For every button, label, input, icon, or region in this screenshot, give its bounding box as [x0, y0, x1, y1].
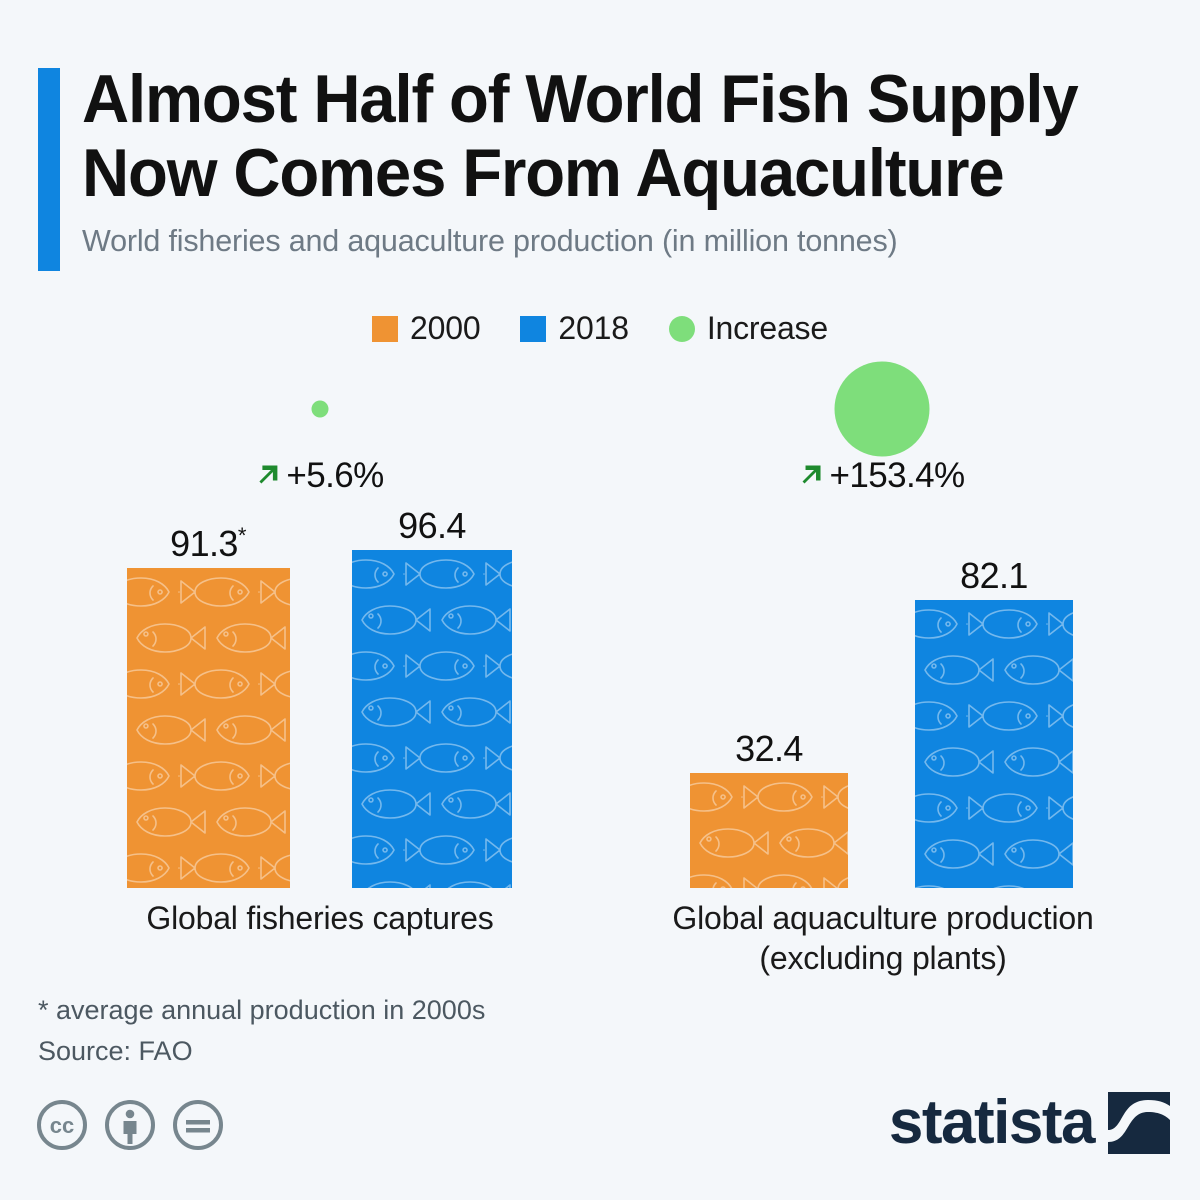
- svg-text:cc: cc: [50, 1113, 74, 1138]
- bar-value-2018-aquaculture: 82.1: [960, 555, 1028, 597]
- cc-attribution-icon[interactable]: [103, 1098, 157, 1152]
- legend-label-2000: 2000: [410, 310, 481, 346]
- fish-pattern-orange: [127, 568, 290, 888]
- bar-value-2000-aquaculture-number: 32.4: [735, 728, 803, 769]
- cc-icon[interactable]: cc: [35, 1098, 89, 1152]
- footnote-text: * average annual production in 2000s: [38, 995, 486, 1025]
- legend-circle-green-icon: [668, 315, 695, 342]
- fish-pattern-blue: [915, 600, 1073, 888]
- bar-value-2018-aquaculture-number: 82.1: [960, 555, 1028, 596]
- bar-value-2000-fisheries-number: 91.3: [170, 523, 238, 564]
- chart-legend: 2000 2018 Increase: [0, 310, 1200, 347]
- increase-bubble-aquaculture: [834, 361, 930, 457]
- bar-2018-fisheries[interactable]: [352, 550, 512, 888]
- statista-logo[interactable]: statista: [889, 1092, 1170, 1154]
- category-label-aquaculture: Global aquaculture production (excluding…: [672, 900, 1094, 976]
- bar-value-2018-fisheries: 96.4: [398, 505, 466, 547]
- legend-item-2000[interactable]: 2000: [372, 310, 481, 347]
- bar-value-2000-fisheries: 91.3*: [170, 523, 246, 565]
- increase-text-aquaculture: +153.4%: [829, 456, 966, 495]
- footer-notes: * average annual production in 2000s Sou…: [38, 990, 485, 1072]
- increase-annotation-aquaculture: +153.4%: [796, 456, 965, 496]
- arrow-up-right-icon: [802, 465, 821, 484]
- increase-text-fisheries: +5.6%: [286, 456, 384, 495]
- title-block: Almost Half of World Fish Supply Now Com…: [82, 62, 1200, 259]
- increase-annotation-fisheries: +5.6%: [252, 456, 384, 496]
- bar-2000-fisheries[interactable]: [127, 568, 290, 888]
- statista-wordmark: statista: [888, 1088, 1096, 1157]
- bar-2018-aquaculture[interactable]: [915, 600, 1073, 888]
- bar-2000-aquaculture[interactable]: [690, 773, 848, 888]
- legend-square-orange-icon: [372, 315, 399, 342]
- bar-value-2000-fisheries-footnote-marker: *: [237, 523, 247, 548]
- source-text: Source: FAO: [38, 1036, 193, 1066]
- title-accent-bar: [38, 68, 60, 271]
- legend-square-blue-icon: [520, 315, 547, 342]
- statista-mark-icon: [1108, 1092, 1170, 1154]
- page-title: Almost Half of World Fish Supply Now Com…: [82, 61, 1079, 211]
- legend-label-2018: 2018: [558, 310, 629, 346]
- category-label-fisheries: Global fisheries captures: [146, 900, 494, 936]
- page-subtitle: World fisheries and aquaculture producti…: [82, 223, 898, 258]
- bar-value-2018-fisheries-number: 96.4: [398, 505, 466, 546]
- increase-bubble-fisheries: [311, 400, 329, 418]
- creative-commons-badges: cc: [35, 1098, 225, 1152]
- cc-noderivatives-icon[interactable]: [171, 1098, 225, 1152]
- fish-pattern-blue: [352, 550, 512, 888]
- arrow-up-right-icon: [259, 465, 278, 484]
- legend-item-increase[interactable]: Increase: [668, 310, 828, 347]
- fish-pattern-orange: [690, 773, 848, 888]
- header: Almost Half of World Fish Supply Now Com…: [38, 62, 1173, 273]
- legend-item-2018[interactable]: 2018: [520, 310, 629, 347]
- bar-value-2000-aquaculture: 32.4: [735, 728, 803, 770]
- legend-label-increase: Increase: [706, 310, 828, 346]
